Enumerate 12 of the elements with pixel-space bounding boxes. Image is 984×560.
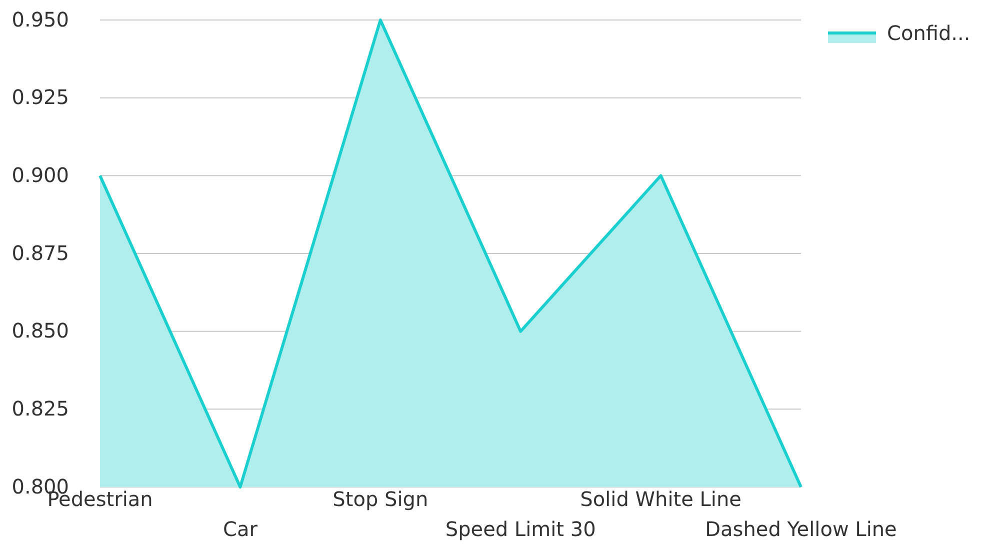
y-tick-label: 0.850 [12,318,69,343]
x-tick-label: Car [222,517,258,541]
x-tick-label: Speed Limit 30 [445,517,596,541]
x-tick-label: Dashed Yellow Line [705,517,897,541]
y-tick-label: 0.900 [12,163,69,188]
y-tick-label: 0.875 [12,240,69,265]
legend-label: Confid... [887,21,970,45]
y-tick-label: 0.950 [12,7,69,32]
y-tick-label: 0.925 [12,85,69,110]
y-tick-label: 0.825 [12,396,69,421]
x-tick-label: Stop Sign [332,487,428,511]
x-tick-label: Solid White Line [580,487,742,511]
